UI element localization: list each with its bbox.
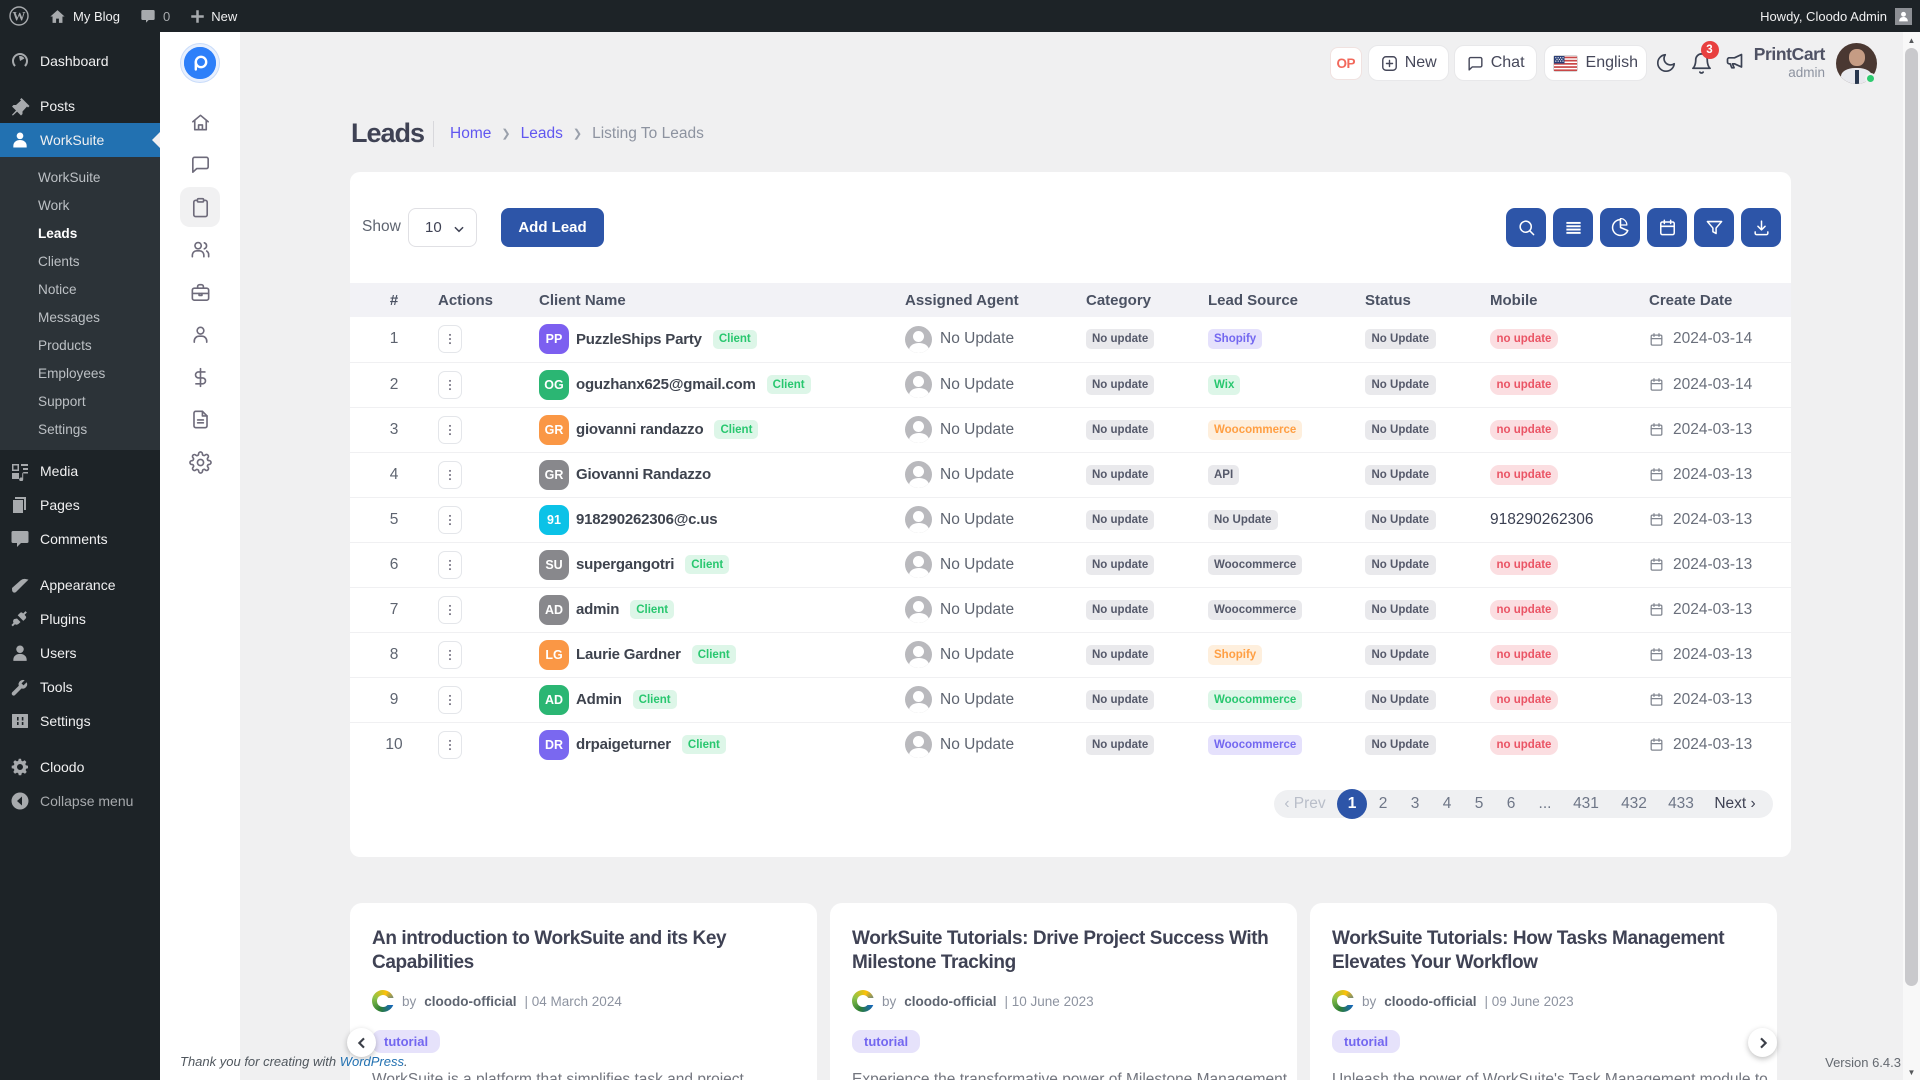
svg-text:W: W: [13, 9, 26, 24]
